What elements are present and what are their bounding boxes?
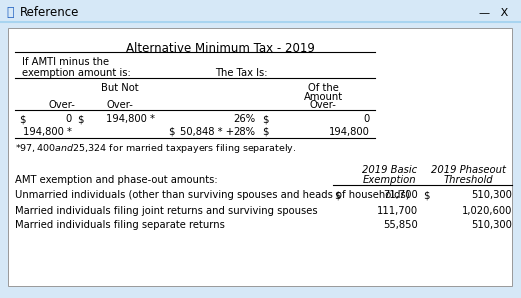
Text: Exemption: Exemption xyxy=(363,175,417,185)
Text: 194,800 *: 194,800 * xyxy=(23,127,72,137)
Text: —   X: — X xyxy=(479,8,508,18)
Text: 111,700: 111,700 xyxy=(377,206,418,216)
Text: *$97,400 and $25,324 for married taxpayers filing separately.: *$97,400 and $25,324 for married taxpaye… xyxy=(15,142,296,155)
Text: ⓘ: ⓘ xyxy=(6,7,14,19)
Text: 194,800 *: 194,800 * xyxy=(106,114,155,124)
Text: 28%: 28% xyxy=(233,127,255,137)
Text: The Tax Is:: The Tax Is: xyxy=(215,68,267,78)
Text: Threshold: Threshold xyxy=(443,175,493,185)
Bar xyxy=(8,28,512,286)
Text: $: $ xyxy=(262,127,268,137)
Text: Over-: Over- xyxy=(309,100,337,110)
Text: Married individuals filing separate returns: Married individuals filing separate retu… xyxy=(15,220,225,230)
Text: Unmarried individuals (other than surviving spouses and heads of households): Unmarried individuals (other than surviv… xyxy=(15,190,410,200)
Text: AMT exemption and phase-out amounts:: AMT exemption and phase-out amounts: xyxy=(15,175,218,185)
Bar xyxy=(0,0,521,22)
Text: 71,700: 71,700 xyxy=(383,190,418,200)
Text: $: $ xyxy=(168,127,175,137)
Text: Over-: Over- xyxy=(107,100,133,110)
Text: But Not: But Not xyxy=(101,83,139,93)
Text: Reference: Reference xyxy=(20,7,79,19)
Text: Amount: Amount xyxy=(303,92,343,102)
Text: 0: 0 xyxy=(66,114,72,124)
Text: Of the: Of the xyxy=(307,83,339,93)
Text: 55,850: 55,850 xyxy=(383,220,418,230)
Text: 1,020,600: 1,020,600 xyxy=(462,206,512,216)
Text: If AMTI minus the: If AMTI minus the xyxy=(22,57,109,67)
Text: 2019 Phaseout: 2019 Phaseout xyxy=(430,165,505,175)
Text: 26%: 26% xyxy=(233,114,255,124)
Text: 510,300: 510,300 xyxy=(471,220,512,230)
Text: exemption amount is:: exemption amount is: xyxy=(22,68,131,78)
Text: 510,300: 510,300 xyxy=(471,190,512,200)
Text: $: $ xyxy=(19,114,26,124)
Text: 50,848 * +: 50,848 * + xyxy=(180,127,234,137)
Text: $: $ xyxy=(262,114,268,124)
Text: 194,800: 194,800 xyxy=(329,127,370,137)
Text: Married individuals filing joint returns and surviving spouses: Married individuals filing joint returns… xyxy=(15,206,318,216)
Text: $: $ xyxy=(77,114,83,124)
Text: 2019 Basic: 2019 Basic xyxy=(363,165,417,175)
Text: 0: 0 xyxy=(364,114,370,124)
Text: Over-: Over- xyxy=(48,100,76,110)
Text: $: $ xyxy=(423,190,429,200)
Text: Alternative Minimum Tax - 2019: Alternative Minimum Tax - 2019 xyxy=(126,42,315,55)
Text: $: $ xyxy=(334,190,341,200)
